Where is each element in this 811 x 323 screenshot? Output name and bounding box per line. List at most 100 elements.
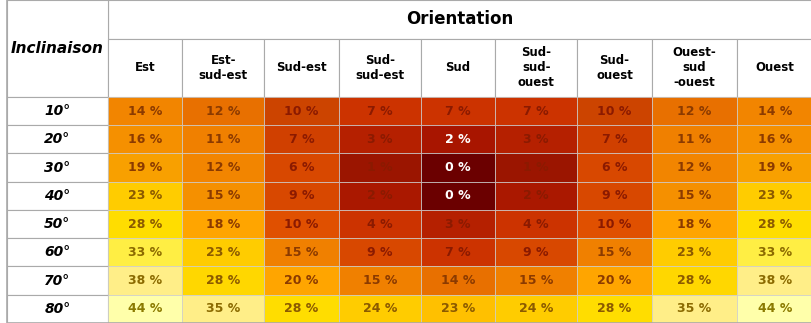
- Text: 7 %: 7 %: [601, 133, 627, 146]
- Text: 16 %: 16 %: [757, 133, 791, 146]
- Text: 23 %: 23 %: [127, 189, 162, 202]
- Text: 10°: 10°: [45, 104, 71, 118]
- Text: 12 %: 12 %: [676, 105, 711, 118]
- Text: 19 %: 19 %: [127, 161, 162, 174]
- Bar: [182, 39, 264, 97]
- Bar: [420, 39, 495, 97]
- Bar: [651, 238, 736, 266]
- Text: Sud-
sud-est: Sud- sud-est: [354, 54, 404, 82]
- Bar: [420, 97, 495, 125]
- Bar: [7, 238, 108, 266]
- Bar: [338, 39, 420, 97]
- Bar: [577, 210, 651, 238]
- Text: 1 %: 1 %: [523, 161, 548, 174]
- Bar: [577, 238, 651, 266]
- Text: 4 %: 4 %: [523, 218, 548, 231]
- Bar: [577, 125, 651, 153]
- Text: 33 %: 33 %: [757, 246, 791, 259]
- Bar: [264, 182, 338, 210]
- Text: 15 %: 15 %: [676, 189, 711, 202]
- Bar: [495, 266, 577, 295]
- Text: 2 %: 2 %: [523, 189, 548, 202]
- Bar: [736, 39, 811, 97]
- Bar: [577, 295, 651, 323]
- Text: 6 %: 6 %: [289, 161, 314, 174]
- Bar: [420, 153, 495, 182]
- Bar: [495, 125, 577, 153]
- Text: 10 %: 10 %: [597, 218, 631, 231]
- Text: 28 %: 28 %: [757, 218, 791, 231]
- Bar: [182, 182, 264, 210]
- Bar: [651, 266, 736, 295]
- Bar: [7, 182, 108, 210]
- Bar: [577, 182, 651, 210]
- Bar: [108, 266, 182, 295]
- Text: Sud-
sud-
ouest: Sud- sud- ouest: [517, 46, 554, 89]
- Bar: [495, 97, 577, 125]
- Bar: [7, 153, 108, 182]
- Text: 11 %: 11 %: [676, 133, 711, 146]
- Text: 20 %: 20 %: [597, 274, 631, 287]
- Bar: [264, 266, 338, 295]
- Text: 80°: 80°: [45, 302, 71, 316]
- Bar: [651, 210, 736, 238]
- Text: 23 %: 23 %: [757, 189, 791, 202]
- Text: 38 %: 38 %: [757, 274, 791, 287]
- Text: 2 %: 2 %: [367, 189, 392, 202]
- Text: 3 %: 3 %: [367, 133, 392, 146]
- Bar: [495, 210, 577, 238]
- Bar: [495, 182, 577, 210]
- Text: 18 %: 18 %: [676, 218, 711, 231]
- Text: Sud: Sud: [445, 61, 470, 74]
- Text: 12 %: 12 %: [676, 161, 711, 174]
- Text: Est: Est: [135, 61, 155, 74]
- Text: 7 %: 7 %: [444, 246, 470, 259]
- Text: 15 %: 15 %: [284, 246, 318, 259]
- Text: 44 %: 44 %: [757, 302, 791, 315]
- Bar: [338, 210, 420, 238]
- Bar: [182, 125, 264, 153]
- Text: 12 %: 12 %: [206, 161, 240, 174]
- Text: 19 %: 19 %: [757, 161, 791, 174]
- Bar: [264, 238, 338, 266]
- Bar: [495, 238, 577, 266]
- Text: 35 %: 35 %: [206, 302, 240, 315]
- Bar: [7, 210, 108, 238]
- Bar: [495, 295, 577, 323]
- Text: Ouest-
sud
-ouest: Ouest- sud -ouest: [672, 46, 715, 89]
- Text: Sud-est: Sud-est: [276, 61, 326, 74]
- Text: 9 %: 9 %: [601, 189, 626, 202]
- Bar: [264, 210, 338, 238]
- Bar: [108, 125, 182, 153]
- Text: 7 %: 7 %: [289, 133, 314, 146]
- Text: 28 %: 28 %: [127, 218, 162, 231]
- Bar: [7, 0, 108, 97]
- Text: 16 %: 16 %: [127, 133, 162, 146]
- Text: 2 %: 2 %: [444, 133, 470, 146]
- Text: 60°: 60°: [45, 245, 71, 259]
- Text: 7 %: 7 %: [444, 105, 470, 118]
- Bar: [264, 97, 338, 125]
- Text: 3 %: 3 %: [444, 218, 470, 231]
- Bar: [420, 182, 495, 210]
- Bar: [338, 153, 420, 182]
- Bar: [651, 97, 736, 125]
- Bar: [7, 295, 108, 323]
- Bar: [338, 238, 420, 266]
- Bar: [577, 266, 651, 295]
- Bar: [182, 97, 264, 125]
- Bar: [108, 153, 182, 182]
- Bar: [264, 125, 338, 153]
- Bar: [736, 210, 811, 238]
- Text: 28 %: 28 %: [206, 274, 240, 287]
- Text: 9 %: 9 %: [289, 189, 314, 202]
- Text: Sud-
ouest: Sud- ouest: [595, 54, 632, 82]
- Bar: [651, 39, 736, 97]
- Bar: [736, 125, 811, 153]
- Text: 24 %: 24 %: [362, 302, 397, 315]
- Text: 0 %: 0 %: [444, 161, 470, 174]
- Text: 3 %: 3 %: [523, 133, 548, 146]
- Text: 0 %: 0 %: [444, 189, 470, 202]
- Text: 4 %: 4 %: [367, 218, 392, 231]
- Text: 12 %: 12 %: [206, 105, 240, 118]
